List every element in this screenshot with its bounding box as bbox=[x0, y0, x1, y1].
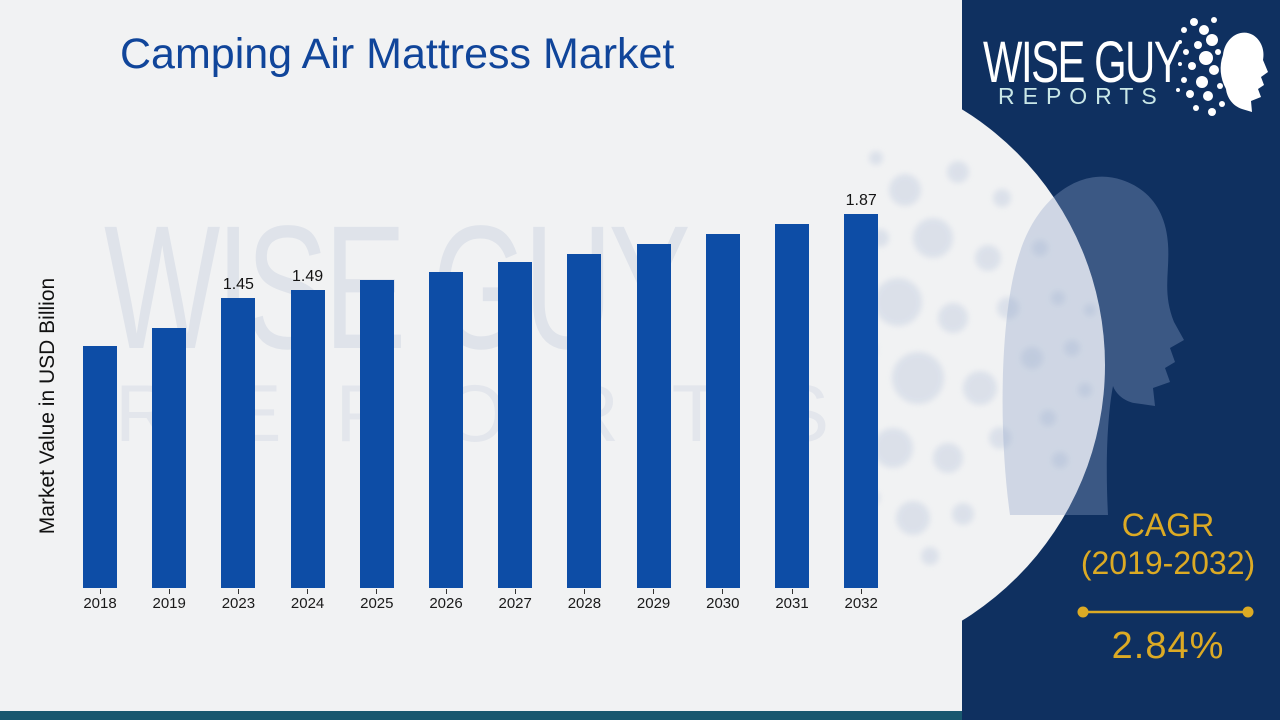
x-axis-tick-label: 2026 bbox=[429, 595, 463, 612]
cagr-heading: CAGR bbox=[1121, 507, 1215, 543]
logo-head-icon bbox=[1220, 32, 1268, 112]
x-axis-tick bbox=[583, 589, 585, 594]
bar-value-label: 1.49 bbox=[292, 268, 324, 285]
x-axis-tick bbox=[860, 589, 862, 594]
bar-2032 bbox=[844, 214, 879, 588]
logo-wordmark: WISE GUY bbox=[983, 30, 1182, 95]
bar-value-label: 1.45 bbox=[222, 276, 254, 293]
bottom-accent-bar bbox=[0, 711, 962, 720]
bar-2031 bbox=[775, 224, 809, 588]
logo-subtext: REPORTS bbox=[998, 83, 1165, 109]
x-axis-tick-label: 2024 bbox=[290, 595, 325, 612]
x-axis-tick-label: 2019 bbox=[152, 595, 186, 612]
x-axis-tick bbox=[653, 589, 655, 594]
x-axis-tick-label: 2025 bbox=[360, 595, 394, 612]
x-axis-tick-label: 2023 bbox=[221, 595, 256, 612]
x-axis-tick-label: 2031 bbox=[775, 595, 809, 612]
x-axis-tick bbox=[791, 589, 793, 594]
logo-dots-icon bbox=[1176, 17, 1225, 116]
x-axis-tick-label: 2018 bbox=[83, 595, 117, 612]
x-axis-tick bbox=[168, 589, 170, 594]
cagr-block: CAGR (2019-2032) 2.84% bbox=[1058, 506, 1278, 666]
x-axis-tick-label: 2028 bbox=[567, 595, 602, 612]
bar-2026 bbox=[429, 272, 463, 588]
x-axis-tick bbox=[237, 589, 239, 594]
face-silhouette-icon bbox=[1002, 176, 1184, 515]
x-axis-tick bbox=[445, 589, 447, 594]
bar-2025 bbox=[359, 280, 394, 588]
bar-2027 bbox=[498, 262, 533, 588]
x-axis-tick-label: 2029 bbox=[636, 595, 671, 612]
x-axis-tick-label: 2030 bbox=[706, 595, 740, 612]
cagr-underline bbox=[1077, 606, 1254, 618]
x-axis-tick bbox=[376, 589, 378, 594]
panel-background bbox=[962, 0, 1280, 720]
x-axis-tick bbox=[307, 589, 309, 594]
bar-2024 bbox=[290, 290, 325, 588]
bar-2019 bbox=[152, 328, 187, 588]
bar-2030 bbox=[705, 234, 740, 588]
x-axis-tick bbox=[722, 589, 724, 594]
bar-2029 bbox=[636, 244, 671, 588]
cagr-value: 2.84% bbox=[1111, 625, 1225, 667]
bar-2028 bbox=[567, 254, 602, 588]
bar-2023 bbox=[221, 298, 256, 588]
cagr-range: (2019-2032) bbox=[1080, 545, 1256, 581]
brand-panel-graphic bbox=[962, 0, 1280, 720]
bar-value-label: 1.87 bbox=[845, 192, 877, 209]
brand-panel: WISE GUY REPORTS CAGR (2019-2032) 2.84% bbox=[962, 0, 1280, 720]
x-axis-tick bbox=[99, 589, 101, 594]
x-axis-tick-label: 2027 bbox=[498, 595, 532, 612]
chart-title: Camping Air Mattress Market bbox=[120, 30, 675, 78]
x-axis-tick bbox=[514, 589, 516, 594]
bar-2018 bbox=[83, 346, 117, 588]
x-axis-tick-label: 2032 bbox=[844, 595, 878, 612]
